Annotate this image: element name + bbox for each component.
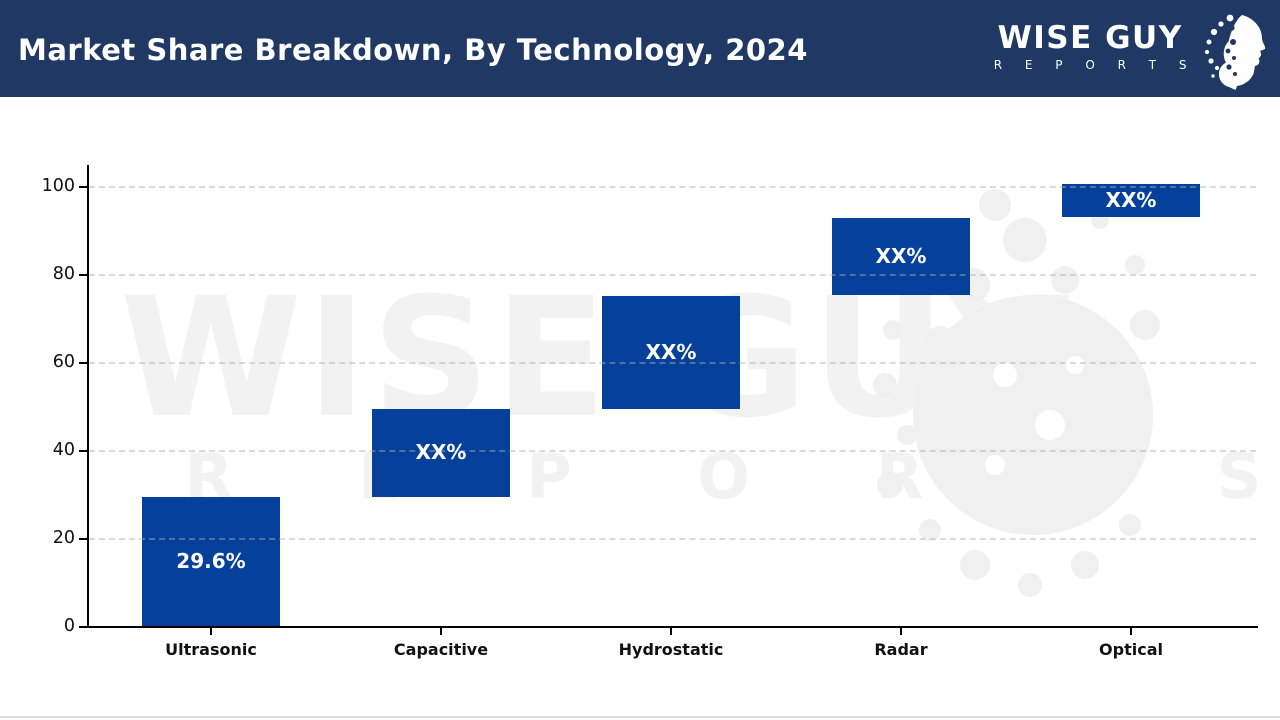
gridline-y100 [89,186,1256,188]
y-tick-mark [79,186,87,188]
logo-wordmark: WISE GUY [997,20,1183,56]
gridline-y40 [89,450,1256,452]
y-tick-label: 20 [52,528,75,548]
logo-text: WISE GUY R E P O R T S [984,22,1196,72]
gridline-y80 [89,274,1256,276]
bar-hydrostatic [602,296,740,410]
bar-value-label: XX% [645,339,697,364]
y-tick-mark [79,274,87,276]
x-tick-label-capacitive: Capacitive [393,640,489,659]
x-tick-label-optical: Optical [1099,640,1163,659]
x-tick-mark [210,628,212,635]
face-profile-icon [1204,14,1266,90]
header-bar: Market Share Breakdown, By Technology, 2… [0,0,1280,97]
x-tick-mark [670,628,672,635]
y-tick-label: 100 [41,176,75,196]
y-tick-mark [79,450,87,452]
y-tick-label: 40 [52,440,75,460]
y-axis-line [87,165,89,627]
x-tick-mark [1130,628,1132,635]
bar-value-label: XX% [875,243,927,268]
y-tick-mark [79,362,87,364]
y-tick-mark [79,626,87,628]
bar-value-label: 29.6% [176,548,246,573]
x-tick-label-radar: Radar [874,640,928,659]
footer-divider [0,716,1280,718]
chart-title: Market Share Breakdown, By Technology, 2… [18,33,808,67]
x-tick-mark [440,628,442,635]
bar-ultrasonic [142,496,280,627]
y-tick-label: 0 [63,616,75,636]
gridline-y20 [89,538,1256,540]
wise-guy-reports-logo: WISE GUY R E P O R T S [994,8,1268,90]
bar-value-label: XX% [415,439,467,464]
x-tick-mark [900,628,902,635]
y-tick-label: 60 [52,352,75,372]
x-axis-line [86,626,1258,628]
bar-radar [832,218,970,296]
x-tick-label-hydrostatic: Hydrostatic [618,640,724,659]
logo-subtext: R E P O R T S [993,57,1196,72]
bar-value-label: XX% [1105,187,1157,212]
y-tick-mark [79,538,87,540]
bar-capacitive [372,409,510,497]
gridline-y60 [89,362,1256,364]
bar-optical [1062,184,1200,218]
y-tick-label: 80 [52,264,75,284]
x-tick-label-ultrasonic: Ultrasonic [165,640,257,659]
plot-area: 0 20 40 60 80 100 29.6% Ultrasonic XX% Capacitive… [0,97,1280,720]
